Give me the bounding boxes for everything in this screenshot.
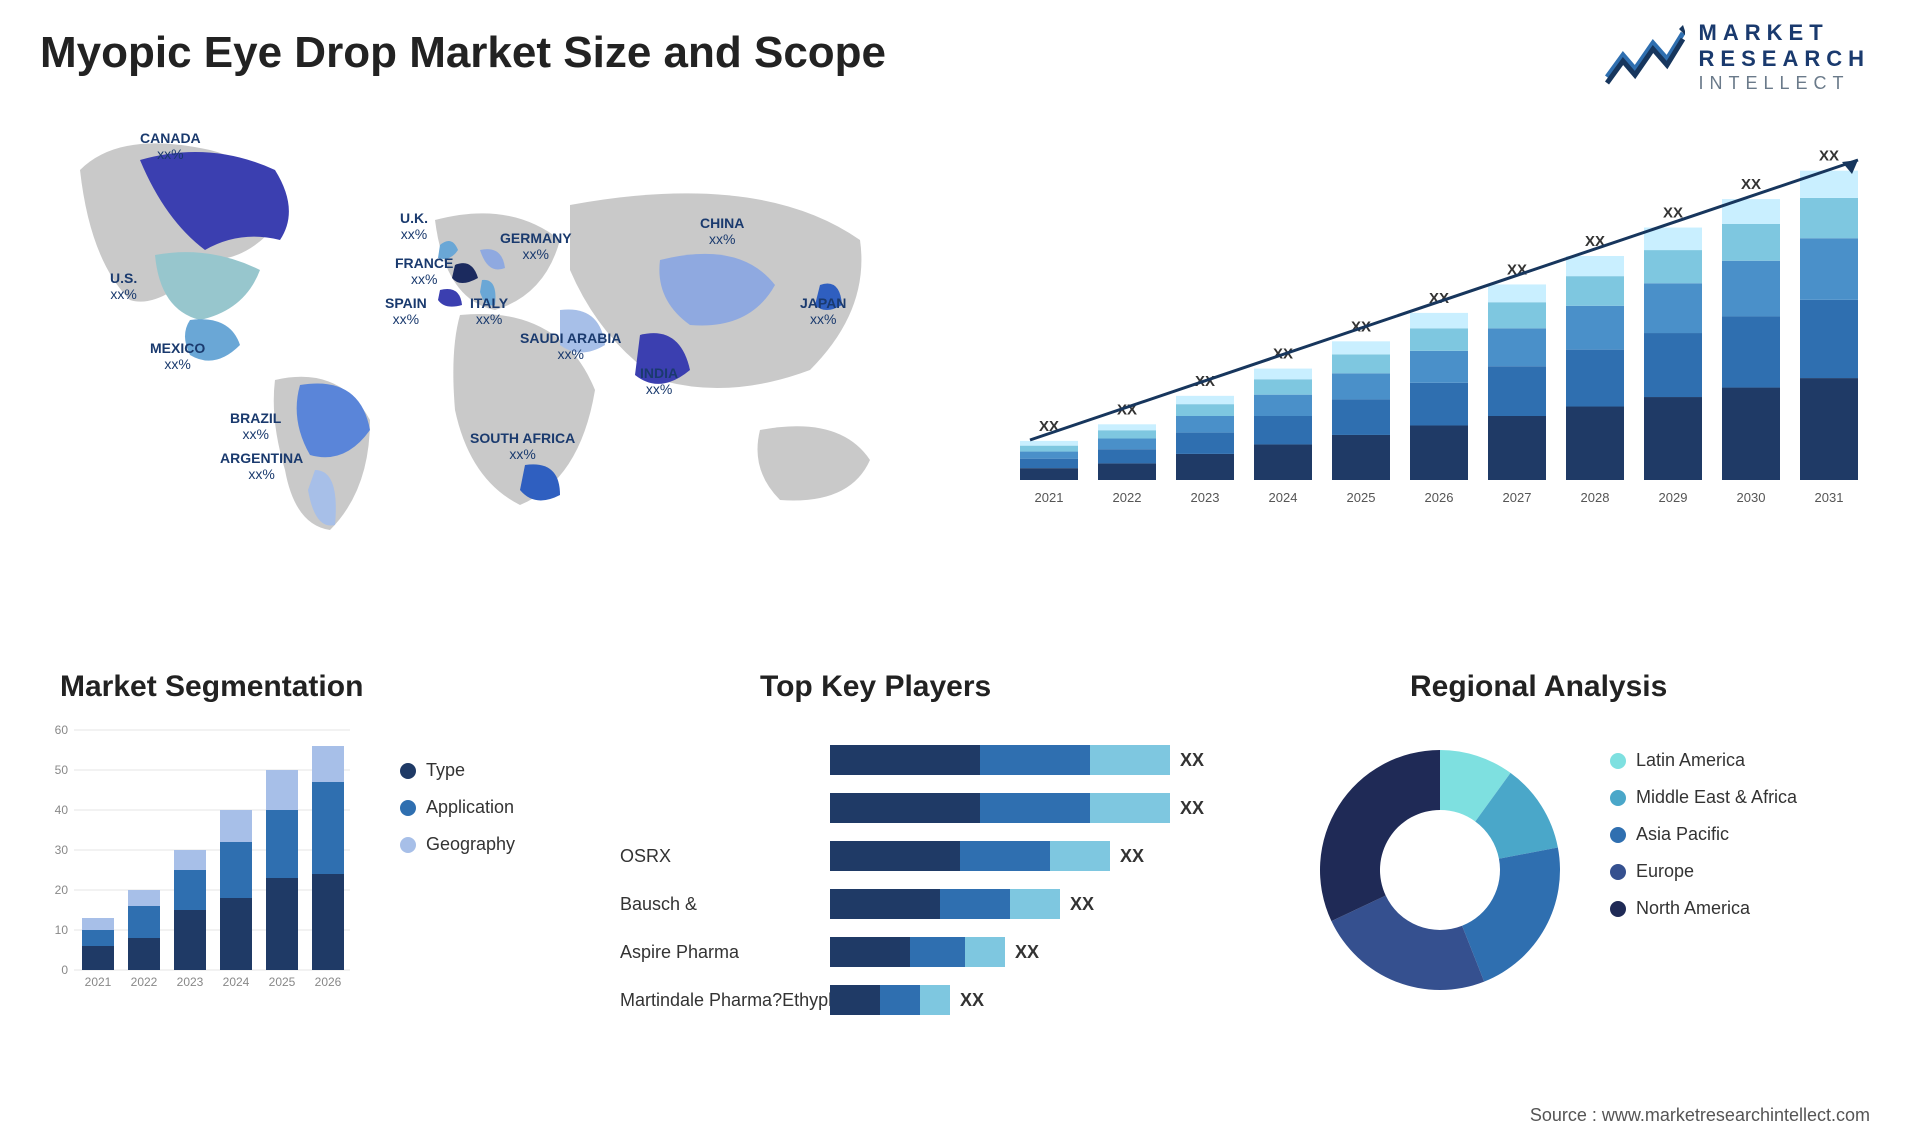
- svg-text:2023: 2023: [1191, 490, 1220, 505]
- map-label: SOUTH AFRICAxx%: [470, 430, 575, 462]
- map-label: U.S.xx%: [110, 270, 137, 302]
- segmentation-heading: Market Segmentation: [60, 670, 363, 704]
- page-title: Myopic Eye Drop Market Size and Scope: [40, 28, 886, 78]
- players-heading: Top Key Players: [760, 670, 991, 704]
- legend-item: Latin America: [1610, 750, 1797, 771]
- map-label: ITALYxx%: [470, 295, 508, 327]
- svg-text:10: 10: [55, 923, 69, 937]
- player-value: XX: [1180, 798, 1204, 819]
- legend-item: North America: [1610, 898, 1797, 919]
- map-label: FRANCExx%: [395, 255, 453, 287]
- svg-text:2031: 2031: [1815, 490, 1844, 505]
- svg-text:30: 30: [55, 843, 69, 857]
- svg-text:2027: 2027: [1503, 490, 1532, 505]
- svg-text:50: 50: [55, 763, 69, 777]
- svg-text:2029: 2029: [1659, 490, 1688, 505]
- key-players-chart: XXXXOSRXXXBausch &XXAspire PharmaXXMarti…: [620, 740, 1260, 1040]
- player-row: Martindale Pharma?Ethypharm XX: [620, 980, 1260, 1020]
- legend-item: Middle East & Africa: [1610, 787, 1797, 808]
- player-row: OSRX XX: [620, 836, 1260, 876]
- player-value: XX: [1180, 750, 1204, 771]
- map-label: BRAZILxx%: [230, 410, 281, 442]
- map-label: GERMANYxx%: [500, 230, 572, 262]
- svg-text:2030: 2030: [1737, 490, 1766, 505]
- legend-item: Application: [400, 797, 515, 818]
- world-map: CANADAxx% U.S.xx% MEXICOxx% BRAZILxx% ARGENT…: [40, 110, 940, 540]
- svg-text:2028: 2028: [1581, 490, 1610, 505]
- logo-mark-icon: [1605, 25, 1685, 89]
- logo-line3: INTELLECT: [1699, 73, 1870, 95]
- segmentation-chart: 0 10 20 30 40 50 60 2021 2022 2023 2024 2025 2026 Ty…: [40, 720, 580, 1020]
- player-row: Aspire Pharma XX: [620, 932, 1260, 972]
- market-growth-chart: 2021XX2022XX2023XX2024XX2025XX2026XX2027…: [970, 120, 1870, 520]
- svg-text:2021: 2021: [1035, 490, 1064, 505]
- map-label: INDIAxx%: [640, 365, 678, 397]
- player-row: XX: [620, 788, 1260, 828]
- player-value: XX: [1120, 846, 1144, 867]
- map-label: CANADAxx%: [140, 130, 201, 162]
- svg-text:2022: 2022: [1113, 490, 1142, 505]
- svg-text:2026: 2026: [1425, 490, 1454, 505]
- map-label: SPAINxx%: [385, 295, 427, 327]
- svg-text:2025: 2025: [269, 975, 296, 989]
- legend-item: Europe: [1610, 861, 1797, 882]
- svg-text:60: 60: [55, 723, 69, 737]
- svg-text:2021: 2021: [85, 975, 112, 989]
- player-value: XX: [1070, 894, 1094, 915]
- map-label: CHINAxx%: [700, 215, 744, 247]
- logo-line1: MARKET: [1699, 20, 1870, 46]
- svg-text:2025: 2025: [1347, 490, 1376, 505]
- player-row: Bausch & XX: [620, 884, 1260, 924]
- brand-logo: MARKET RESEARCH INTELLECT: [1605, 20, 1870, 94]
- regional-heading: Regional Analysis: [1410, 670, 1667, 704]
- logo-line2: RESEARCH: [1699, 46, 1870, 72]
- map-label: ARGENTINAxx%: [220, 450, 303, 482]
- legend-item: Type: [400, 760, 515, 781]
- map-label: JAPANxx%: [800, 295, 846, 327]
- svg-text:0: 0: [61, 963, 68, 977]
- player-value: XX: [960, 990, 984, 1011]
- player-name: Aspire Pharma: [620, 942, 830, 963]
- player-name: OSRX: [620, 846, 830, 867]
- svg-text:2024: 2024: [1269, 490, 1298, 505]
- player-row: XX: [620, 740, 1260, 780]
- svg-text:20: 20: [55, 883, 69, 897]
- player-name: Martindale Pharma?Ethypharm: [620, 990, 830, 1011]
- map-label: U.K.xx%: [400, 210, 428, 242]
- svg-text:40: 40: [55, 803, 69, 817]
- map-label: SAUDI ARABIAxx%: [520, 330, 621, 362]
- source-text: Source : www.marketresearchintellect.com: [1530, 1105, 1870, 1126]
- svg-text:XX: XX: [1741, 176, 1761, 193]
- svg-text:2023: 2023: [177, 975, 204, 989]
- player-name: Bausch &: [620, 894, 830, 915]
- legend-item: Asia Pacific: [1610, 824, 1797, 845]
- legend-item: Geography: [400, 834, 515, 855]
- map-label: MEXICOxx%: [150, 340, 205, 372]
- player-value: XX: [1015, 942, 1039, 963]
- regional-donut: Latin America Middle East & Africa Asia Pa…: [1310, 740, 1890, 1040]
- svg-text:XX: XX: [1819, 148, 1839, 165]
- svg-text:2026: 2026: [315, 975, 342, 989]
- svg-text:2024: 2024: [223, 975, 250, 989]
- svg-text:2022: 2022: [131, 975, 158, 989]
